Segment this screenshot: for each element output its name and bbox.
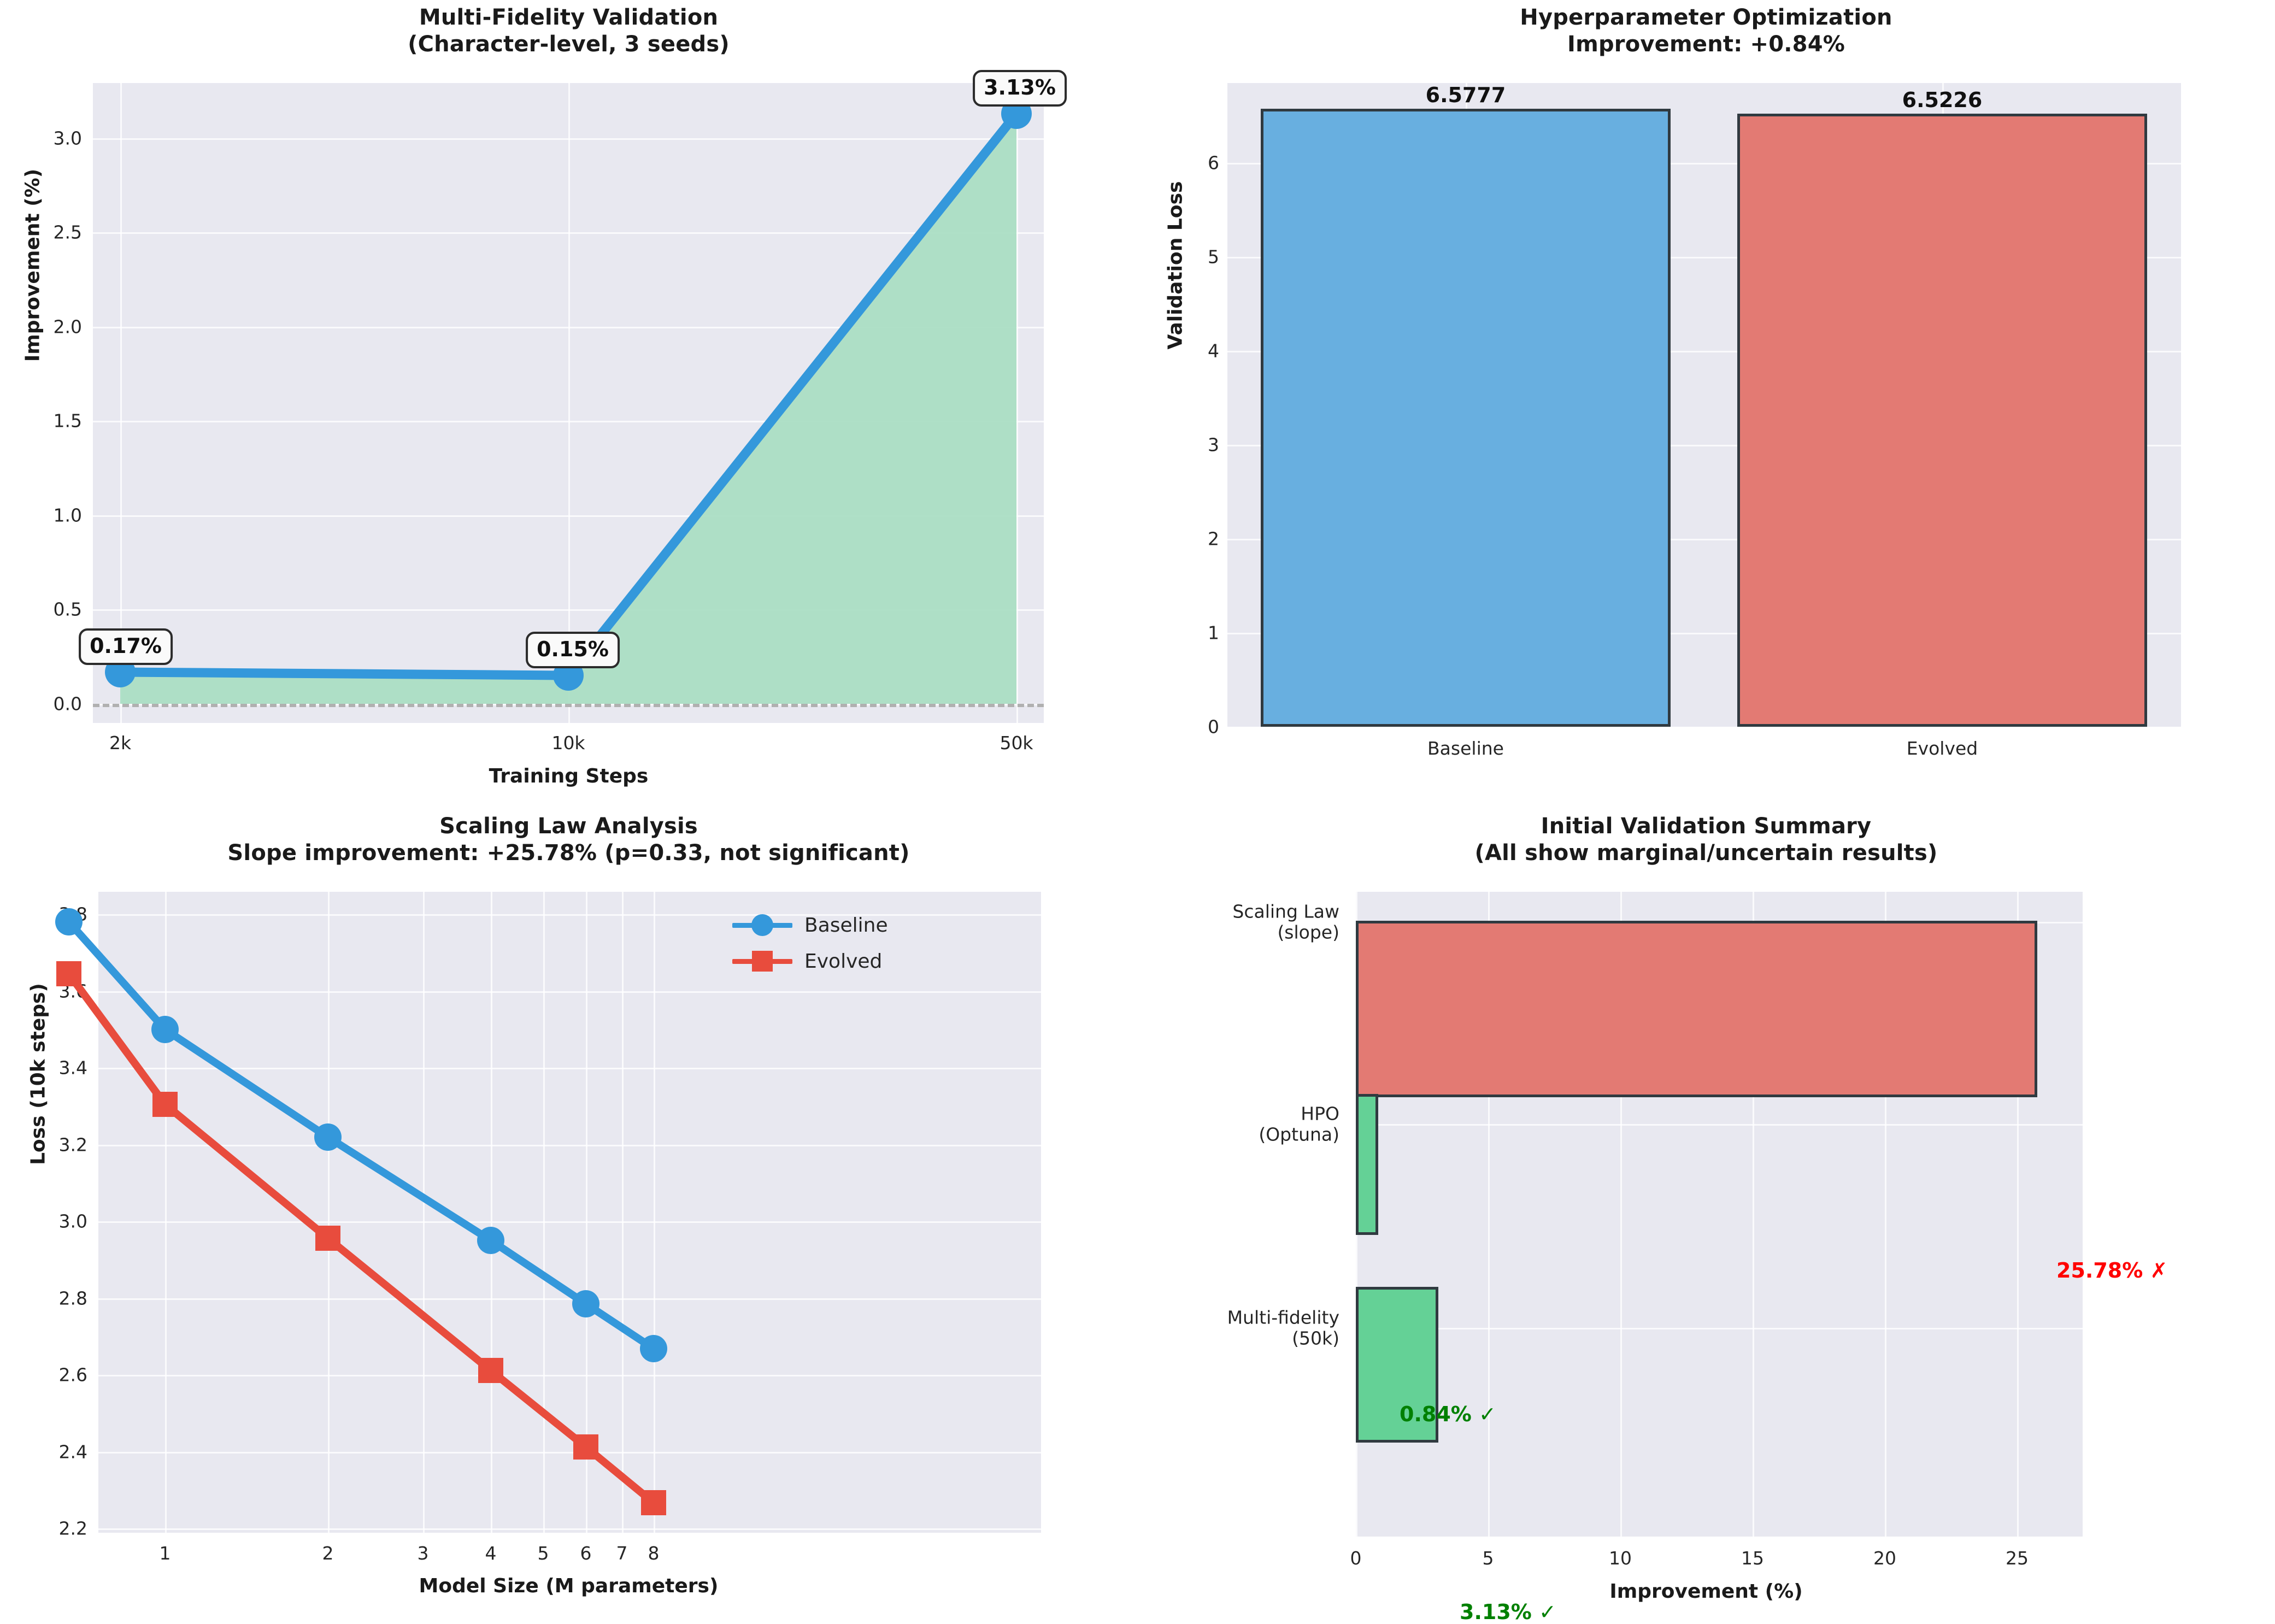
- panel-initial-validation-summary: Initial Validation Summary (All show mar…: [1137, 809, 2275, 1624]
- panel3-title-line1: Scaling Law Analysis: [439, 814, 698, 839]
- panel2-category-evolved: Evolved: [1906, 738, 1978, 759]
- panel4-category-hpo: HPO (Optuna): [1137, 1103, 1339, 1144]
- panel3-ytick-2.2: 2.2: [58, 1517, 87, 1539]
- panel2-ytick-3: 3: [1208, 434, 1219, 456]
- panel4-xtick-5: 5: [1482, 1547, 1494, 1569]
- panel3-legend: Baseline Evolved: [732, 907, 888, 979]
- panel3-x-axis-label: Model Size (M parameters): [419, 1575, 719, 1597]
- panel4-category-multi-fidelity-line1: Multi-fidelity: [1227, 1307, 1339, 1328]
- panel4-bar-multi-fidelity: [1356, 1287, 1438, 1443]
- panel4-title: Initial Validation Summary (All show mar…: [1137, 813, 2275, 867]
- panel4-category-hpo-line2: (Optuna): [1259, 1123, 1339, 1145]
- panel2-value-label-evolved: 6.5226: [1902, 88, 1983, 112]
- panel1-y-axis-label: Improvement (%): [21, 168, 44, 362]
- panel4-xtick-20: 20: [1873, 1547, 1896, 1569]
- panel2-bar-baseline: [1261, 109, 1671, 727]
- panel3-xtick-5: 5: [537, 1543, 549, 1564]
- panel1-xtick-2k: 2k: [109, 732, 132, 754]
- panel4-annotation-hpo: 0.84% ✓: [1400, 1402, 1496, 1426]
- panel3-ytick-2.8: 2.8: [58, 1287, 87, 1309]
- panel3-legend-label-evolved: Evolved: [804, 950, 883, 973]
- panel3-series: [55, 908, 667, 1515]
- panel3-xtick-1: 1: [159, 1543, 171, 1564]
- panel1-xtick-50k: 50k: [1000, 732, 1033, 754]
- panel2-title-line2: Improvement: +0.84%: [1567, 31, 1845, 57]
- panel1-x-axis-label: Training Steps: [489, 765, 649, 787]
- panel4-bar-scaling-law: [1356, 921, 2037, 1097]
- panel3-ytick-3.2: 3.2: [58, 1134, 87, 1156]
- panel-hyperparameter-optimization: Hyperparameter Optimization Improvement:…: [1137, 0, 2275, 809]
- panel4-xtick-15: 15: [1741, 1547, 1764, 1569]
- circle-marker-icon: [751, 914, 773, 936]
- panel-multi-fidelity-validation: Multi-Fidelity Validation (Character-lev…: [0, 0, 1137, 809]
- panel4-xtick-10: 10: [1609, 1547, 1632, 1569]
- panel1-ytick-1.5: 1.5: [53, 410, 82, 432]
- panel3-legend-item-baseline: Baseline: [732, 907, 888, 943]
- panel1-series: [105, 98, 1032, 704]
- panel3-xtick-6: 6: [580, 1543, 592, 1564]
- panel4-bar-hpo: [1356, 1094, 1378, 1235]
- panel3-ytick-3.4: 3.4: [58, 1057, 87, 1079]
- panel4-category-scaling-law-line1: Scaling Law: [1232, 901, 1339, 922]
- panel3-ytick-2.4: 2.4: [58, 1441, 87, 1463]
- panel1-ytick-0.5: 0.5: [53, 598, 82, 620]
- panel3-title: Scaling Law Analysis Slope improvement: …: [0, 813, 1137, 867]
- panel1-ytick-2.5: 2.5: [53, 221, 82, 243]
- square-marker-icon: [752, 951, 773, 972]
- panel4-x-axis-label: Improvement (%): [1609, 1580, 1803, 1603]
- panel3-plot-area: Baseline Evolved: [55, 892, 1041, 1533]
- panel3-xtick-3: 3: [417, 1543, 429, 1564]
- panel1-title: Multi-Fidelity Validation (Character-lev…: [0, 4, 1137, 58]
- panel4-title-line1: Initial Validation Summary: [1541, 814, 1872, 839]
- panel4-category-scaling-law-line2: (slope): [1277, 921, 1339, 943]
- panel4-annotation-scaling-law: 25.78% ✗: [2056, 1258, 2168, 1282]
- panel2-category-baseline: Baseline: [1427, 738, 1504, 759]
- panel2-ytick-2: 2: [1208, 528, 1219, 550]
- panel2-ytick-4: 4: [1208, 340, 1219, 362]
- panel2-title: Hyperparameter Optimization Improvement:…: [1137, 4, 2275, 58]
- panel1-xtick-10k: 10k: [551, 732, 585, 754]
- panel1-zero-reference-line: [93, 704, 1044, 707]
- panel3-xtick-2: 2: [322, 1543, 334, 1564]
- panel2-ytick-5: 5: [1208, 246, 1219, 268]
- panel3-xtick-8: 8: [648, 1543, 660, 1564]
- panel4-category-multi-fidelity: Multi-fidelity (50k): [1137, 1307, 1339, 1348]
- panel3-title-line2: Slope improvement: +25.78% (p=0.33, not …: [227, 840, 910, 866]
- panel3-ytick-2.6: 2.6: [58, 1364, 87, 1386]
- panel1-plot-area: [93, 83, 1044, 723]
- panel4-title-line2: (All show marginal/uncertain results): [1474, 840, 1938, 866]
- panel2-ytick-1: 1: [1208, 622, 1219, 644]
- panel1-ytick-2.0: 2.0: [53, 316, 82, 338]
- panel-scaling-law-analysis: Scaling Law Analysis Slope improvement: …: [0, 809, 1137, 1617]
- panel2-title-line1: Hyperparameter Optimization: [1520, 5, 1892, 30]
- legend-line-evolved: [732, 951, 792, 972]
- panel1-ytick-0.0: 0.0: [53, 693, 82, 715]
- panel1-annotation-2k: 0.17%: [79, 628, 173, 665]
- panel2-value-label-baseline: 6.5777: [1425, 83, 1506, 107]
- panel3-xtick-7: 7: [616, 1543, 628, 1564]
- panel2-ytick-0: 0: [1208, 716, 1219, 738]
- panel3-legend-item-evolved: Evolved: [732, 943, 888, 979]
- panel4-xtick-25: 25: [2006, 1547, 2029, 1569]
- panel1-title-line2: (Character-level, 3 seeds): [408, 31, 730, 57]
- panel4-plot-area: [1356, 892, 2083, 1537]
- panel1-ytick-1.0: 1.0: [53, 504, 82, 526]
- panel2-bar-evolved: [1737, 114, 2147, 727]
- panel1-ytick-3.0: 3.0: [53, 127, 82, 149]
- panel2-ytick-6: 6: [1208, 152, 1219, 174]
- panel3-xtick-4: 4: [485, 1543, 497, 1564]
- panel2-plot-area: [1227, 83, 2181, 728]
- panel1-annotation-10k: 0.15%: [526, 632, 620, 668]
- legend-line-baseline: [732, 914, 792, 936]
- panel1-title-line1: Multi-Fidelity Validation: [419, 5, 719, 30]
- panel3-legend-label-baseline: Baseline: [804, 914, 888, 937]
- panel4-category-hpo-line1: HPO: [1301, 1103, 1339, 1125]
- panel4-annotation-multi-fidelity: 3.13% ✓: [1460, 1600, 1556, 1624]
- panel4-xtick-0: 0: [1350, 1547, 1362, 1569]
- panel1-annotation-50k: 3.13%: [973, 70, 1067, 107]
- panel3-ytick-3.0: 3.0: [58, 1210, 87, 1232]
- panel4-category-multi-fidelity-line2: (50k): [1292, 1327, 1339, 1349]
- panel4-category-scaling-law: Scaling Law (slope): [1137, 901, 1339, 942]
